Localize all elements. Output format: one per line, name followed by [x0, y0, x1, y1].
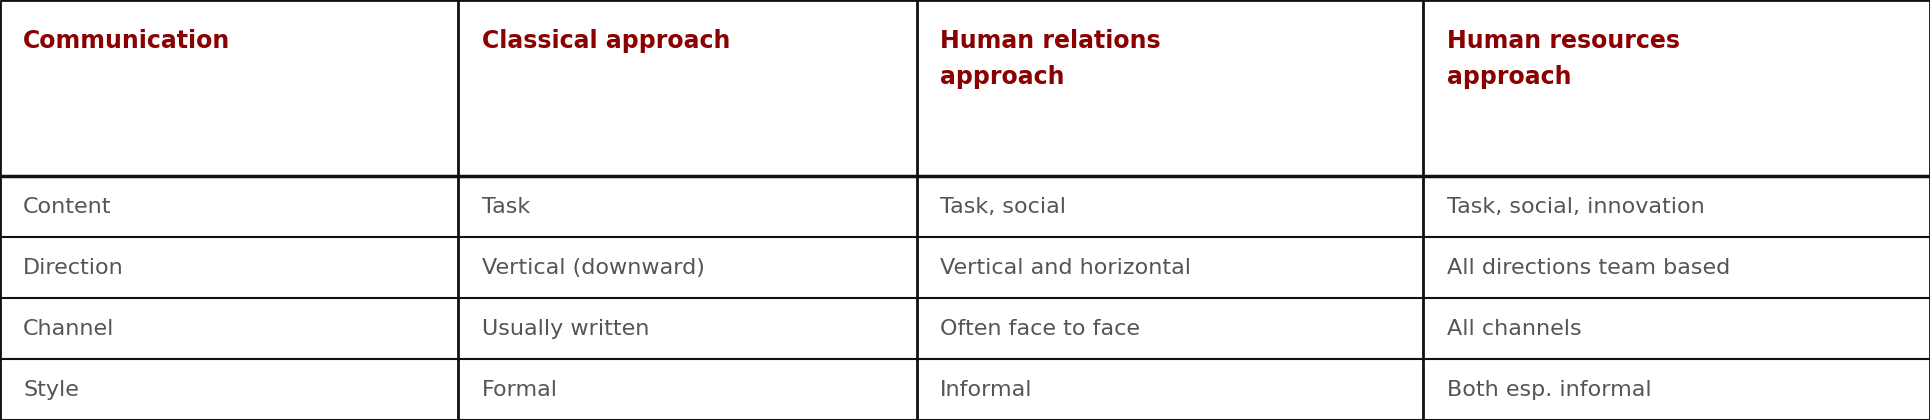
- Text: Content: Content: [23, 197, 112, 217]
- Text: Classical approach: Classical approach: [482, 29, 730, 53]
- Text: Vertical and horizontal: Vertical and horizontal: [940, 258, 1191, 278]
- Text: Communication: Communication: [23, 29, 230, 53]
- Text: Channel: Channel: [23, 319, 114, 339]
- Text: Human resources
approach: Human resources approach: [1448, 29, 1679, 89]
- Text: Vertical (downward): Vertical (downward): [482, 258, 704, 278]
- Text: Often face to face: Often face to face: [940, 319, 1141, 339]
- Text: Task, social, innovation: Task, social, innovation: [1448, 197, 1704, 217]
- Text: Task, social: Task, social: [940, 197, 1065, 217]
- Text: Formal: Formal: [482, 380, 558, 399]
- Text: Style: Style: [23, 380, 79, 399]
- Text: All channels: All channels: [1448, 319, 1581, 339]
- Text: Human relations
approach: Human relations approach: [940, 29, 1160, 89]
- Text: Usually written: Usually written: [482, 319, 648, 339]
- Text: Both esp. informal: Both esp. informal: [1448, 380, 1652, 399]
- Text: All directions team based: All directions team based: [1448, 258, 1729, 278]
- Text: Direction: Direction: [23, 258, 124, 278]
- Text: Informal: Informal: [940, 380, 1033, 399]
- Text: Task: Task: [482, 197, 529, 217]
